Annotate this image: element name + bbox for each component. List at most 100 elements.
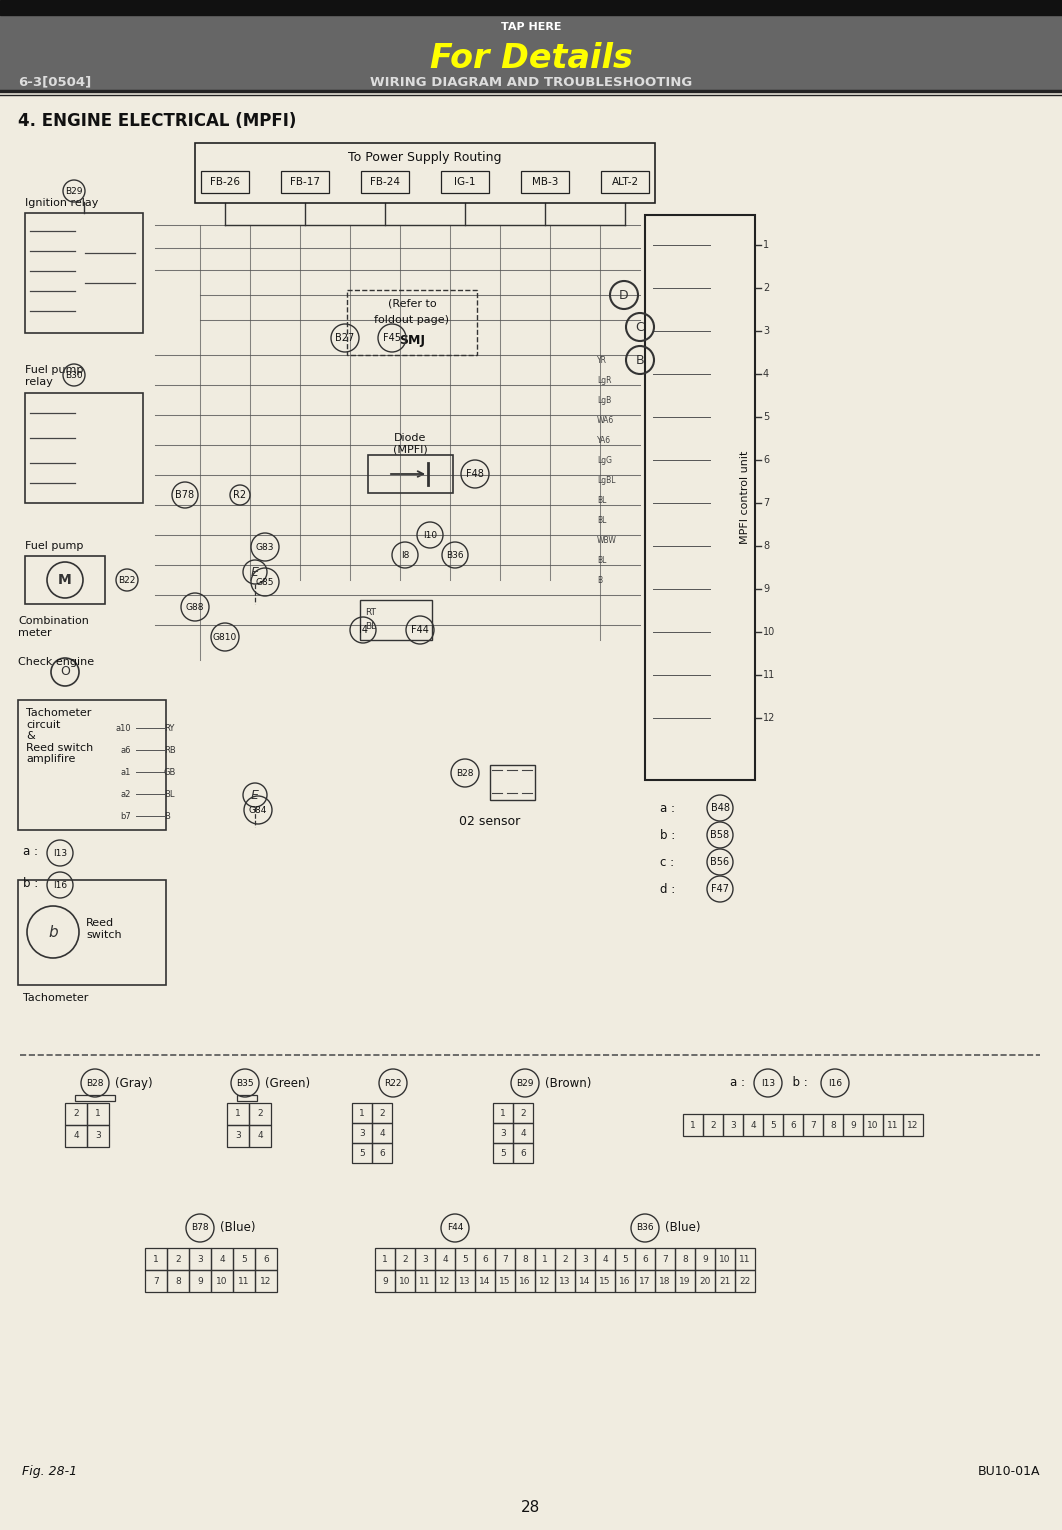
Bar <box>715 1270 735 1291</box>
Bar <box>903 1114 923 1135</box>
Bar <box>75 1095 115 1102</box>
Text: (Refer to: (Refer to <box>388 298 436 308</box>
Text: 2: 2 <box>175 1255 181 1264</box>
Text: 12: 12 <box>907 1120 919 1129</box>
Text: B35: B35 <box>236 1079 254 1088</box>
Bar <box>455 1248 475 1270</box>
Text: a :: a : <box>660 802 675 814</box>
Text: 8: 8 <box>763 542 769 551</box>
Bar <box>645 216 755 780</box>
Bar <box>352 1123 372 1143</box>
Text: Fig. 28-1: Fig. 28-1 <box>22 1466 78 1478</box>
Text: 3: 3 <box>198 1255 203 1264</box>
Text: B30: B30 <box>65 370 83 379</box>
Text: 10: 10 <box>763 627 775 636</box>
Bar <box>167 1270 189 1291</box>
Text: LgG: LgG <box>597 456 612 465</box>
Bar <box>803 1114 823 1135</box>
Bar <box>495 1248 515 1270</box>
Text: b :: b : <box>660 829 675 842</box>
Text: 16: 16 <box>619 1276 631 1285</box>
Text: 2: 2 <box>710 1120 716 1129</box>
Bar <box>743 1114 763 1135</box>
Text: B48: B48 <box>710 803 730 812</box>
Text: B36: B36 <box>446 551 464 560</box>
Text: 20: 20 <box>699 1276 710 1285</box>
Text: a2: a2 <box>121 789 131 799</box>
Bar <box>255 1270 277 1291</box>
Text: 5: 5 <box>763 412 769 422</box>
Text: b :: b : <box>785 1077 808 1089</box>
Text: F44: F44 <box>447 1224 463 1233</box>
Text: E: E <box>251 788 259 802</box>
Text: 1: 1 <box>96 1109 101 1118</box>
Text: B: B <box>164 811 170 820</box>
Text: F45: F45 <box>383 334 401 343</box>
Text: 4: 4 <box>73 1132 79 1140</box>
Text: 11: 11 <box>763 670 775 679</box>
Text: 12: 12 <box>260 1276 272 1285</box>
Bar <box>635 1270 655 1291</box>
Text: 9: 9 <box>198 1276 203 1285</box>
Text: G85: G85 <box>256 577 274 586</box>
Text: 3: 3 <box>582 1255 588 1264</box>
Text: Fuel pump: Fuel pump <box>25 542 84 551</box>
Bar <box>615 1248 635 1270</box>
Text: G83: G83 <box>256 543 274 551</box>
Text: 2: 2 <box>402 1255 408 1264</box>
Text: YA6: YA6 <box>597 436 611 445</box>
Text: I10: I10 <box>423 531 438 540</box>
Text: RT: RT <box>365 607 376 617</box>
Bar <box>360 600 432 640</box>
Bar <box>352 1103 372 1123</box>
Text: G810: G810 <box>212 632 237 641</box>
Text: WBW: WBW <box>597 536 617 545</box>
Text: R22: R22 <box>384 1079 401 1088</box>
Bar <box>372 1103 392 1123</box>
Bar <box>18 880 166 985</box>
Bar <box>87 1103 109 1125</box>
Text: 12: 12 <box>763 713 775 724</box>
Text: d :: d : <box>660 883 675 895</box>
Text: 9: 9 <box>763 584 769 594</box>
Text: BU10-01A: BU10-01A <box>977 1466 1040 1478</box>
Bar <box>227 1125 249 1148</box>
Text: ALT-2: ALT-2 <box>612 177 638 187</box>
Text: foldout page): foldout page) <box>375 315 449 324</box>
Bar <box>495 1270 515 1291</box>
Text: BL: BL <box>597 496 606 505</box>
Text: 5: 5 <box>622 1255 628 1264</box>
Bar <box>555 1270 575 1291</box>
Text: MPFI control unit: MPFI control unit <box>740 451 750 545</box>
Text: D: D <box>619 289 629 301</box>
Text: 13: 13 <box>459 1276 470 1285</box>
Text: 1: 1 <box>235 1109 241 1118</box>
Text: F48: F48 <box>466 470 484 479</box>
Text: 21: 21 <box>719 1276 731 1285</box>
Text: 3: 3 <box>359 1129 365 1137</box>
Bar <box>395 1248 415 1270</box>
Text: 7: 7 <box>763 497 769 508</box>
Bar <box>655 1270 675 1291</box>
Bar <box>211 1248 233 1270</box>
Text: a :: a : <box>730 1077 746 1089</box>
Bar <box>167 1248 189 1270</box>
Text: 18: 18 <box>660 1276 671 1285</box>
Text: B29: B29 <box>65 187 83 196</box>
Text: b: b <box>48 924 57 939</box>
Text: 2: 2 <box>257 1109 262 1118</box>
Text: 1: 1 <box>763 240 769 249</box>
Text: 8: 8 <box>682 1255 688 1264</box>
Bar <box>735 1248 755 1270</box>
Text: 1: 1 <box>690 1120 696 1129</box>
Bar <box>395 1270 415 1291</box>
Bar <box>490 765 535 800</box>
Text: WIRING DIAGRAM AND TROUBLESHOOTING: WIRING DIAGRAM AND TROUBLESHOOTING <box>370 75 692 89</box>
Text: 6: 6 <box>643 1255 648 1264</box>
Text: 16: 16 <box>519 1276 531 1285</box>
Bar <box>475 1270 495 1291</box>
Text: 7: 7 <box>153 1276 159 1285</box>
Bar <box>65 1103 87 1125</box>
Text: 6: 6 <box>482 1255 487 1264</box>
Bar <box>575 1248 595 1270</box>
